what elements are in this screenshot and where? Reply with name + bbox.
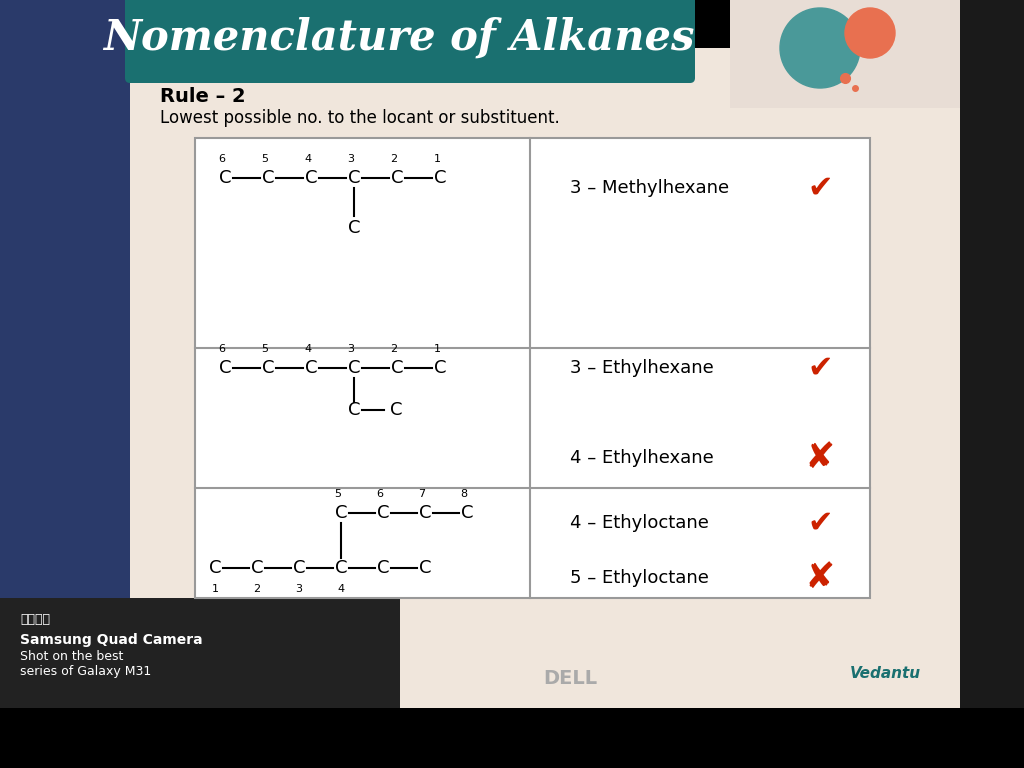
Text: 1: 1 [433,154,440,164]
Text: C: C [348,359,360,377]
Text: DELL: DELL [543,668,597,687]
Text: 1: 1 [433,344,440,354]
Text: 2: 2 [253,584,260,594]
FancyBboxPatch shape [125,0,695,83]
Text: C: C [391,359,403,377]
Text: Shot on the best: Shot on the best [20,650,123,663]
Text: Samsung Quad Camera: Samsung Quad Camera [20,633,203,647]
Text: C: C [348,219,360,237]
Text: 3 – Ethylhexane: 3 – Ethylhexane [570,359,714,377]
Bar [0,0,130,768]
Text: Nomenclature of Alkanes: Nomenclature of Alkanes [103,16,694,58]
Bar [195,138,870,598]
Text: 4: 4 [304,154,311,164]
Text: C: C [335,504,347,522]
Text: 2: 2 [390,154,397,164]
Text: 4 – Ethyloctane: 4 – Ethyloctane [570,514,709,532]
Text: 3 – Methylhexane: 3 – Methylhexane [570,179,729,197]
Text: C: C [377,504,389,522]
Text: 6: 6 [218,154,225,164]
Text: 5: 5 [261,154,268,164]
Text: ✔: ✔ [807,353,833,382]
Text: C: C [461,504,473,522]
Bar [961,0,1024,768]
Text: ⓈⓈⓈⓈ: ⓈⓈⓈⓈ [20,613,50,626]
Text: C: C [262,359,274,377]
Text: C: C [434,169,446,187]
Text: ✘: ✘ [805,561,836,595]
Text: 3: 3 [296,584,302,594]
Text: C: C [419,559,431,577]
Text: C: C [348,169,360,187]
Text: C: C [251,559,263,577]
Text: C: C [377,559,389,577]
Text: 5: 5 [261,344,268,354]
Circle shape [780,8,860,88]
Bar [730,0,961,108]
Text: C: C [219,169,231,187]
Text: 6: 6 [377,489,384,499]
Text: 5: 5 [335,489,341,499]
Text: C: C [434,359,446,377]
Text: ✔: ✔ [807,508,833,538]
Bar [0,708,1024,768]
Bar [0,598,400,708]
Text: 7: 7 [419,489,426,499]
Text: ✘: ✘ [805,441,836,475]
Text: C: C [209,559,221,577]
Text: C: C [348,401,360,419]
Text: C: C [219,359,231,377]
Text: C: C [419,504,431,522]
Text: C: C [305,359,317,377]
Text: C: C [390,401,402,419]
Text: 8: 8 [461,489,468,499]
Text: 4 – Ethylhexane: 4 – Ethylhexane [570,449,714,467]
Text: Vedantu: Vedantu [850,666,921,680]
Text: 2: 2 [390,344,397,354]
Text: 4: 4 [338,584,344,594]
Text: 1: 1 [212,584,218,594]
Text: 5 – Ethyloctane: 5 – Ethyloctane [570,569,709,587]
Text: C: C [335,559,347,577]
Text: series of Galaxy M31: series of Galaxy M31 [20,664,152,677]
Text: 4: 4 [304,344,311,354]
Text: 3: 3 [347,154,354,164]
Text: 3: 3 [347,344,354,354]
Circle shape [845,8,895,58]
Text: Lowest possible no. to the locant or substituent.: Lowest possible no. to the locant or sub… [160,109,560,127]
Text: C: C [293,559,305,577]
Text: Rule – 2: Rule – 2 [160,87,246,105]
Text: 6: 6 [218,344,225,354]
Bar [130,48,961,708]
Text: C: C [305,169,317,187]
Text: C: C [262,169,274,187]
Text: ✔: ✔ [807,174,833,203]
Text: C: C [391,169,403,187]
